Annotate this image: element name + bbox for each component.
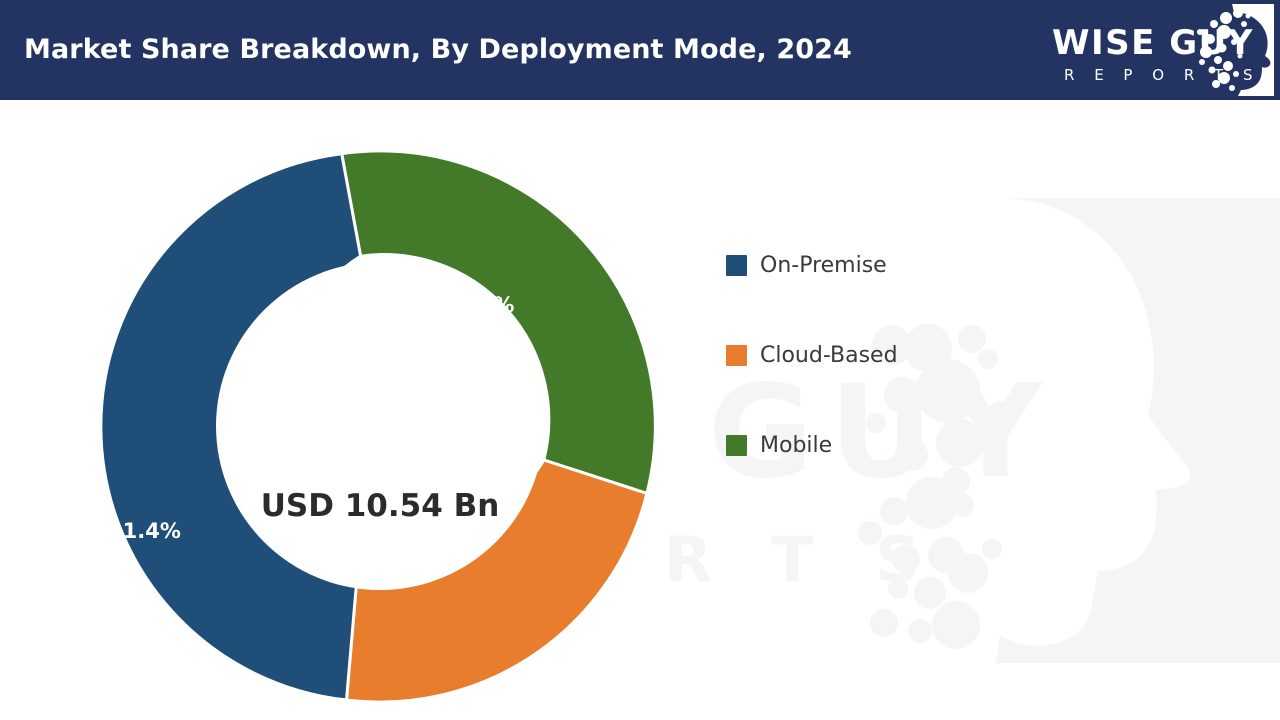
- legend-swatch-on-premise: [726, 254, 747, 276]
- legend-item-mobile[interactable]: Mobile: [726, 432, 1026, 458]
- donut-hole: [216, 262, 544, 590]
- slice-label-mobile: XX%: [461, 293, 515, 317]
- donut-chart: [99, 149, 657, 704]
- svg-text:R E P O R T S: R E P O R T S: [1064, 66, 1260, 84]
- slice-label-cloud-based: XX%: [527, 663, 581, 687]
- donut-slice-mobile[interactable]: [339, 149, 657, 496]
- legend-item-cloud-based[interactable]: Cloud-Based: [726, 342, 1026, 368]
- legend-swatch-mobile: [726, 434, 747, 456]
- page-title: Market Share Breakdown, By Deployment Mo…: [24, 34, 852, 65]
- legend-label-mobile: Mobile: [760, 432, 833, 458]
- legend-label-cloud-based: Cloud-Based: [760, 342, 898, 368]
- header-divider: [0, 100, 1280, 103]
- chart-legend: On-Premise Cloud-Based Mobile: [726, 253, 1026, 523]
- wise-guy-reports-logo: WISE GUY R E P O R T S: [1048, 4, 1274, 96]
- page-header: Market Share Breakdown, By Deployment Mo…: [0, 0, 1280, 100]
- slice-label-on-premise: 41.4%: [108, 519, 181, 543]
- legend-item-on-premise[interactable]: On-Premise: [726, 252, 1026, 278]
- donut-center-value: USD 10.54 Bn: [260, 488, 500, 524]
- legend-swatch-cloud-based: [726, 344, 747, 366]
- legend-label-on-premise: On-Premise: [760, 252, 887, 278]
